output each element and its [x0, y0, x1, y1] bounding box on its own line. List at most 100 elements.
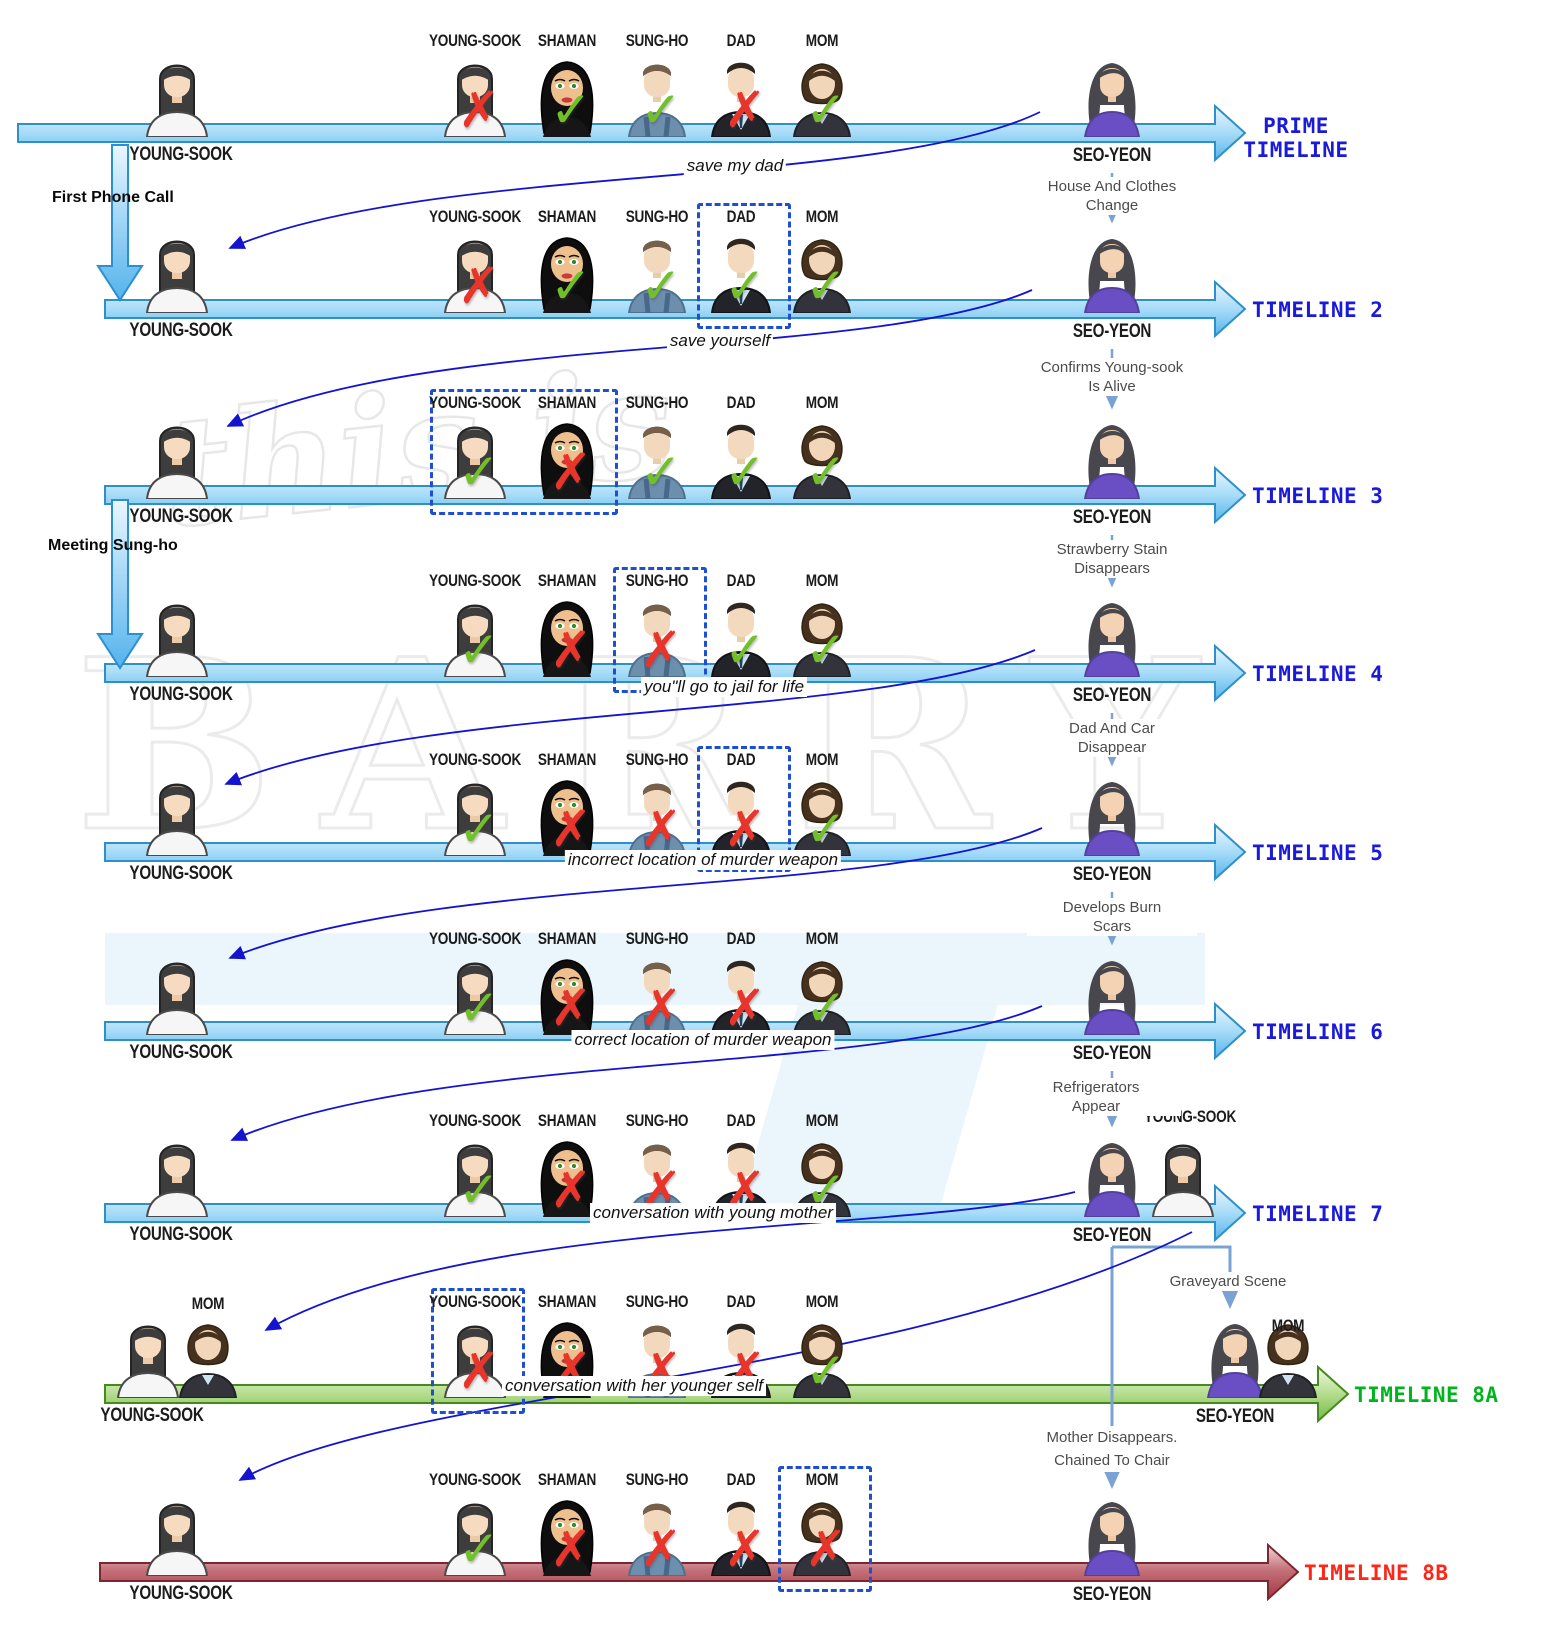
check-icon: ✓	[724, 443, 766, 501]
mom-label: MOM	[191, 1294, 225, 1313]
annotation-label-1: save yourself	[666, 331, 774, 351]
shaman-icon	[527, 772, 607, 856]
cross-icon: ✗	[550, 621, 592, 679]
mom-icon	[782, 415, 862, 500]
sungho-icon	[617, 415, 697, 500]
youngsook-icon	[435, 951, 515, 1036]
mom-icon	[782, 229, 862, 314]
transition-label: Develops Burn Scars	[1027, 897, 1197, 936]
check-icon: ✓	[550, 81, 592, 139]
youngsook-icon	[435, 53, 515, 138]
youngsook-icon	[435, 1492, 515, 1577]
seo-yeon-label: SEO-YEON	[1072, 685, 1152, 706]
timeline-label-t3: TIMELINE 3	[1252, 484, 1384, 508]
shaman-label: SHAMAN	[537, 393, 597, 412]
youngsook-label: YOUNG-SOOK	[428, 750, 522, 769]
sungho-label: SUNG-HO	[625, 1111, 689, 1130]
highlight-box	[697, 746, 791, 872]
cross-icon: ✗	[640, 979, 682, 1037]
dad-icon	[701, 951, 781, 1036]
timeline-label-t8a: TIMELINE 8A	[1354, 1383, 1499, 1407]
cross-icon: ✗	[640, 1520, 682, 1578]
mom-icon	[782, 1492, 862, 1577]
youngsook-label: YOUNG-SOOK	[428, 571, 522, 590]
mom-icon	[782, 53, 862, 138]
shaman-icon	[527, 1133, 607, 1217]
cross-icon: ✗	[458, 1342, 500, 1400]
sungho-label: SUNG-HO	[625, 207, 689, 226]
mom-icon	[782, 593, 862, 678]
timeline-label-t5: TIMELINE 5	[1252, 841, 1384, 865]
seo-yeon-icon	[1072, 53, 1152, 138]
young-sook-label: YOUNG-SOOK	[129, 863, 233, 884]
seo-yeon-icon	[1072, 951, 1152, 1036]
mom-label: MOM	[805, 207, 839, 226]
young-sook-label: YOUNG-SOOK	[129, 1224, 233, 1245]
cross-icon: ✗	[550, 800, 592, 858]
youngsook-icon	[435, 772, 515, 857]
highlight-box	[431, 1288, 525, 1414]
seo-yeon-icon	[1072, 415, 1152, 500]
transition-label: Strawberry Stain Disappears	[1027, 540, 1197, 578]
seo-yeon-label: SEO-YEON	[1072, 1043, 1152, 1064]
cross-icon: ✗	[550, 979, 592, 1037]
youngsook-icon	[435, 415, 515, 500]
event-label-0: First Phone Call	[52, 189, 174, 206]
young-sook-label: YOUNG-SOOK	[129, 1583, 233, 1604]
timeline-label-t2: TIMELINE 2	[1252, 298, 1384, 322]
old-young-sook-icon	[1143, 1133, 1223, 1218]
young-sook-label: YOUNG-SOOK	[129, 1042, 233, 1063]
shaman-label: SHAMAN	[537, 929, 597, 948]
cross-icon: ✗	[640, 800, 682, 858]
young-sook-label: YOUNG-SOOK	[129, 684, 233, 705]
shaman-label: SHAMAN	[537, 207, 597, 226]
young-sook-icon	[137, 229, 217, 314]
annotation-label-5: conversation with young mother	[589, 1203, 837, 1223]
dad-label: DAD	[726, 1292, 756, 1311]
check-icon: ✓	[805, 800, 847, 858]
shaman-label: SHAMAN	[537, 571, 597, 590]
young-sook-icon	[137, 415, 217, 500]
transition-label: Dad And Car Disappear	[1027, 718, 1197, 757]
mother-disappears-label: Mother Disappears. Chained To Chair	[1017, 1426, 1207, 1472]
young-sook-icon	[137, 951, 217, 1036]
mom-label: MOM	[805, 1111, 839, 1130]
sungho-label: SUNG-HO	[625, 1292, 689, 1311]
dad-icon	[701, 415, 781, 500]
sungho-label: SUNG-HO	[625, 750, 689, 769]
mom-label: MOM	[805, 31, 839, 50]
event-label-1: Meeting Sung-ho	[48, 537, 178, 554]
dad-icon	[701, 53, 781, 138]
check-icon: ✓	[805, 81, 847, 139]
check-icon: ✓	[458, 979, 500, 1037]
dad-label: DAD	[726, 571, 756, 590]
seo-yeon-label: SEO-YEON	[1072, 321, 1152, 342]
annotation-label-4: correct location of murder weapon	[571, 1030, 835, 1050]
transition-label: Refrigerators Appear	[1011, 1078, 1181, 1116]
mom-icon	[1248, 1314, 1328, 1399]
check-icon: ✓	[550, 257, 592, 315]
dad-label: DAD	[726, 393, 756, 412]
timeline-label-t6: TIMELINE 6	[1252, 1020, 1384, 1044]
highlight-box	[778, 1466, 872, 1592]
seo-yeon-icon	[1072, 1133, 1152, 1218]
youngsook-label: YOUNG-SOOK	[428, 929, 522, 948]
young-sook-icon	[137, 1133, 217, 1218]
young-sook-label: YOUNG-SOOK	[129, 144, 233, 165]
mom-label: MOM	[805, 1470, 839, 1489]
seo-yeon-label: SEO-YEON	[1072, 1225, 1152, 1246]
seo-yeon-label: SEO-YEON	[1195, 1406, 1275, 1427]
check-icon: ✓	[458, 800, 500, 858]
check-icon: ✓	[458, 443, 500, 501]
highlight-box	[430, 389, 618, 515]
young-sook-label: YOUNG-SOOK	[100, 1405, 204, 1426]
sungho-icon	[617, 229, 697, 314]
check-icon: ✓	[805, 979, 847, 1037]
check-icon: ✓	[458, 621, 500, 679]
mom-label: MOM	[805, 929, 839, 948]
youngsook-label: YOUNG-SOOK	[428, 1111, 522, 1130]
sungho-label: SUNG-HO	[625, 31, 689, 50]
graveyard-scene-label: Graveyard Scene	[1148, 1272, 1308, 1291]
youngsook-label: YOUNG-SOOK	[428, 31, 522, 50]
mom-label: MOM	[805, 1292, 839, 1311]
